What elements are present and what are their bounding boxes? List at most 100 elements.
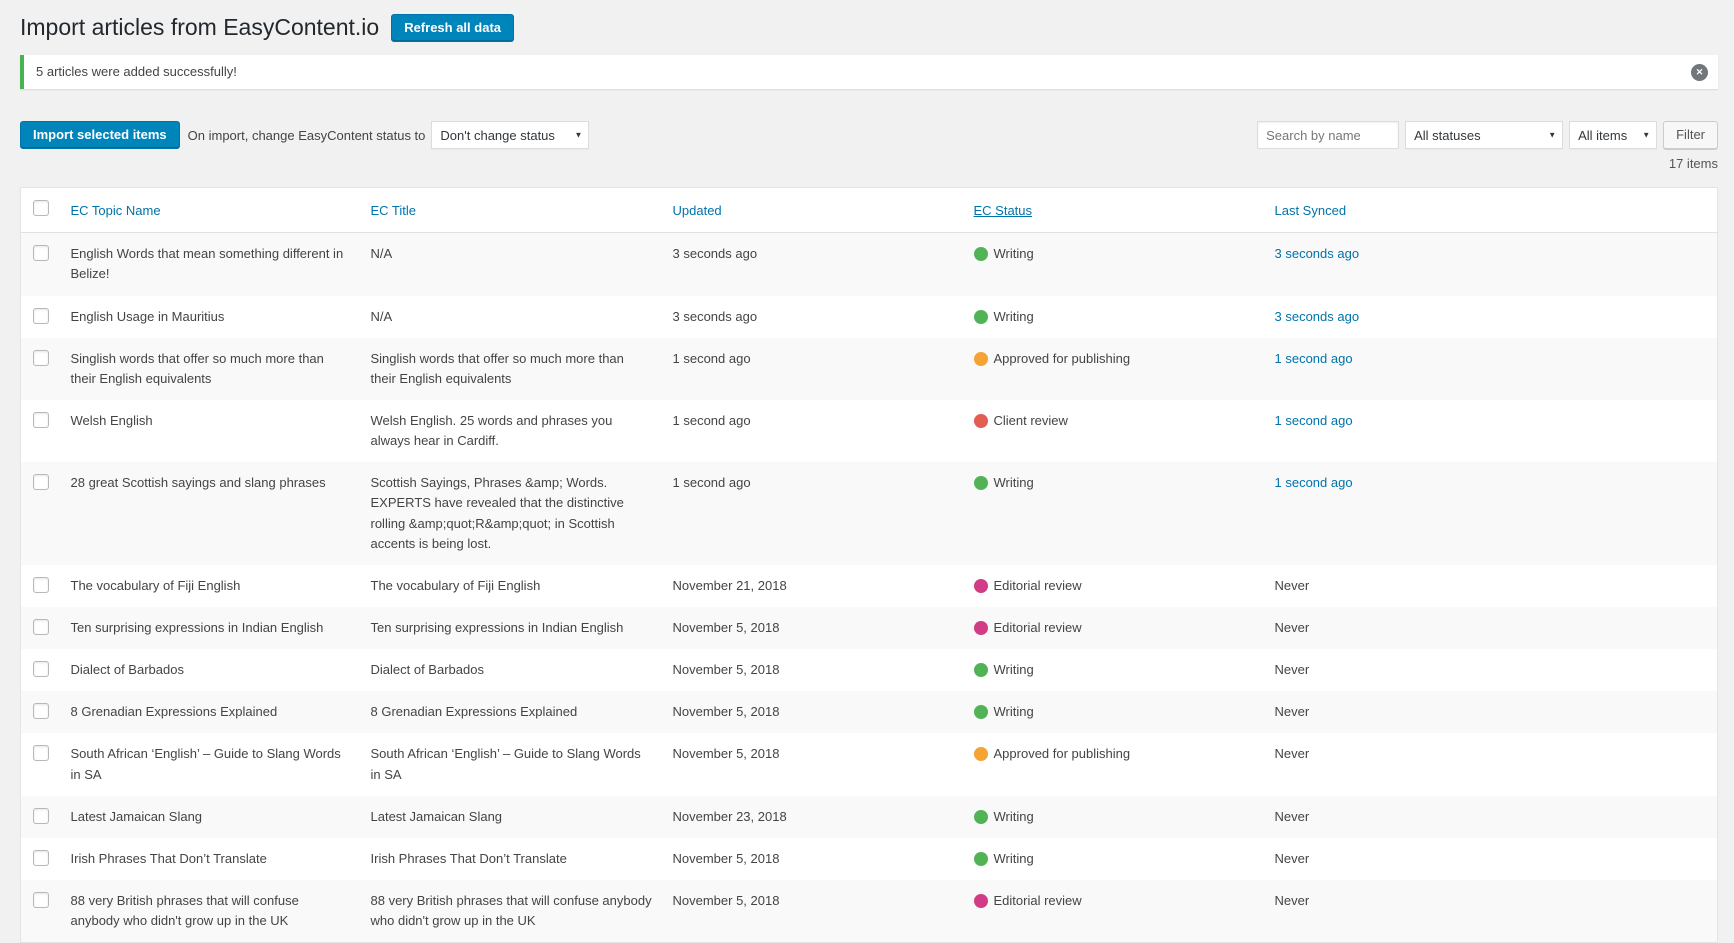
- row-checkbox-cell: [21, 296, 61, 338]
- status-change-select[interactable]: Don't change status: [431, 121, 590, 150]
- cell-updated: 1 second ago: [672, 413, 751, 429]
- table-row: English Words that mean something differ…: [20, 232, 1718, 296]
- row-checkbox[interactable]: [33, 849, 49, 866]
- status-label: Approved for publishing: [993, 746, 1131, 762]
- row-checkbox[interactable]: [33, 307, 49, 324]
- status-dot-icon: [973, 621, 988, 636]
- cell-ec-topic-name: 28 great Scottish sayings and slang phra…: [70, 475, 326, 491]
- cell-last-synced: 1 second ago: [1265, 462, 1718, 565]
- cell-updated: November 21, 2018: [672, 577, 787, 593]
- cell-updated: November 5, 2018: [672, 662, 780, 678]
- cell-ec-status: Writing: [964, 296, 1265, 338]
- last-synced-value: Never: [1274, 746, 1310, 762]
- last-synced-value[interactable]: 1 second ago: [1274, 413, 1353, 429]
- last-synced-value[interactable]: 3 seconds ago: [1274, 308, 1360, 324]
- last-synced-value[interactable]: 1 second ago: [1274, 475, 1353, 491]
- status-filter-select[interactable]: All statuses: [1405, 121, 1564, 150]
- last-synced-value[interactable]: 1 second ago: [1274, 350, 1353, 366]
- cell-updated: November 23, 2018: [672, 808, 787, 824]
- table-row: Singlish words that offer so much more t…: [20, 337, 1718, 401]
- row-checkbox[interactable]: [33, 745, 49, 762]
- page-title: Import articles from EasyContent.io: [20, 14, 380, 40]
- row-checkbox[interactable]: [33, 349, 49, 366]
- cell-ec-title: Latest Jamaican Slang: [370, 808, 503, 824]
- row-checkbox[interactable]: [33, 661, 49, 678]
- row-checkbox[interactable]: [33, 703, 49, 720]
- row-checkbox-cell: [21, 649, 61, 691]
- toolbar-left: Import selected items On import, change …: [20, 121, 590, 150]
- cell-ec-title: Scottish Sayings, Phrases &amp; Words. E…: [370, 475, 624, 551]
- table-row: Welsh English Welsh English. 25 words an…: [20, 400, 1718, 463]
- select-all-checkbox[interactable]: [33, 200, 49, 217]
- status-label: Editorial review: [993, 577, 1082, 593]
- notice-message: 5 articles were added successfully!: [36, 63, 237, 79]
- cell-last-synced: 1 second ago: [1265, 400, 1718, 462]
- dismiss-notice-button[interactable]: ✕: [1691, 63, 1708, 82]
- row-checkbox[interactable]: [33, 245, 49, 262]
- cell-ec-title: 8 Grenadian Expressions Explained: [370, 704, 578, 720]
- table-row: Latest Jamaican Slang Latest Jamaican Sl…: [20, 795, 1718, 838]
- cell-ec-topic-name: Ten surprising expressions in Indian Eng…: [70, 620, 324, 636]
- cell-ec-topic-name: Welsh English: [70, 413, 153, 429]
- status-dot-icon: [973, 747, 988, 762]
- cell-ec-topic-name: Irish Phrases That Don’t Translate: [70, 850, 267, 866]
- status-dot-icon: [973, 351, 988, 366]
- table-toolbar: Import selected items On import, change …: [20, 121, 1718, 150]
- cell-last-synced: Never: [1265, 607, 1718, 649]
- cell-ec-topic-name: English Usage in Mauritius: [70, 308, 225, 324]
- last-synced-value: Never: [1274, 850, 1310, 866]
- last-synced-value: Never: [1274, 704, 1310, 720]
- items-count: 17 items: [1668, 156, 1718, 172]
- row-checkbox[interactable]: [33, 807, 49, 824]
- search-input[interactable]: [1257, 121, 1400, 150]
- status-label: Writing: [993, 704, 1034, 720]
- column-header-last-synced[interactable]: Last Synced: [1264, 187, 1718, 234]
- last-synced-value[interactable]: 3 seconds ago: [1274, 246, 1360, 262]
- items-filter-select[interactable]: All items: [1569, 121, 1658, 150]
- row-checkbox-cell: [21, 796, 61, 838]
- cell-ec-status: Client review: [964, 400, 1265, 462]
- status-change-label: On import, change EasyContent status to: [187, 127, 426, 143]
- status-dot-icon: [973, 705, 988, 720]
- row-checkbox[interactable]: [33, 474, 49, 491]
- cell-updated: November 5, 2018: [672, 850, 780, 866]
- cell-updated: November 5, 2018: [672, 704, 780, 720]
- last-synced-value: Never: [1274, 662, 1310, 678]
- table-row: 8 Grenadian Expressions Explained 8 Gren…: [20, 691, 1718, 734]
- cell-updated: 3 seconds ago: [672, 308, 758, 324]
- status-label: Writing: [993, 850, 1034, 866]
- select-all-cell: [20, 187, 61, 234]
- column-header-ec-topic-name[interactable]: EC Topic Name: [60, 187, 361, 234]
- cell-ec-title: Welsh English. 25 words and phrases you …: [370, 413, 613, 449]
- toolbar-right: All statuses ▼ All items ▼ Filter: [1257, 121, 1718, 150]
- filter-button[interactable]: Filter: [1663, 121, 1718, 150]
- row-checkbox[interactable]: [33, 412, 49, 429]
- status-label: Approved for publishing: [993, 350, 1131, 366]
- cell-last-synced: 3 seconds ago: [1265, 296, 1718, 338]
- cell-ec-title: N/A: [370, 308, 393, 324]
- import-selected-items-button[interactable]: Import selected items: [20, 121, 180, 150]
- status-dot-icon: [973, 894, 988, 908]
- row-checkbox[interactable]: [33, 892, 49, 908]
- cell-ec-status: Approved for publishing: [964, 733, 1265, 795]
- cell-ec-title: 88 very British phrases that will confus…: [370, 893, 652, 929]
- table-row: Dialect of Barbados Dialect of Barbados …: [20, 649, 1718, 692]
- row-checkbox-cell: [21, 462, 61, 565]
- cell-ec-topic-name: South African ‘English’ – Guide to Slang…: [70, 746, 341, 782]
- table-row: South African ‘English’ – Guide to Slang…: [20, 733, 1718, 796]
- refresh-all-data-button[interactable]: Refresh all data: [391, 13, 515, 42]
- row-checkbox[interactable]: [33, 576, 49, 593]
- status-filter-select-wrap: All statuses ▼: [1405, 121, 1564, 150]
- status-dot-icon: [973, 851, 988, 866]
- column-header-ec-title[interactable]: EC Title: [360, 187, 663, 234]
- row-checkbox[interactable]: [33, 619, 49, 636]
- cell-last-synced: 3 seconds ago: [1265, 233, 1718, 296]
- cell-last-synced: Never: [1265, 565, 1718, 607]
- cell-updated: November 5, 2018: [672, 746, 780, 762]
- row-checkbox-cell: [21, 607, 61, 649]
- status-dot-icon: [973, 476, 988, 491]
- column-header-ec-status[interactable]: EC Status: [963, 187, 1265, 234]
- row-checkbox-cell: [21, 400, 61, 462]
- column-header-updated[interactable]: Updated: [662, 187, 964, 234]
